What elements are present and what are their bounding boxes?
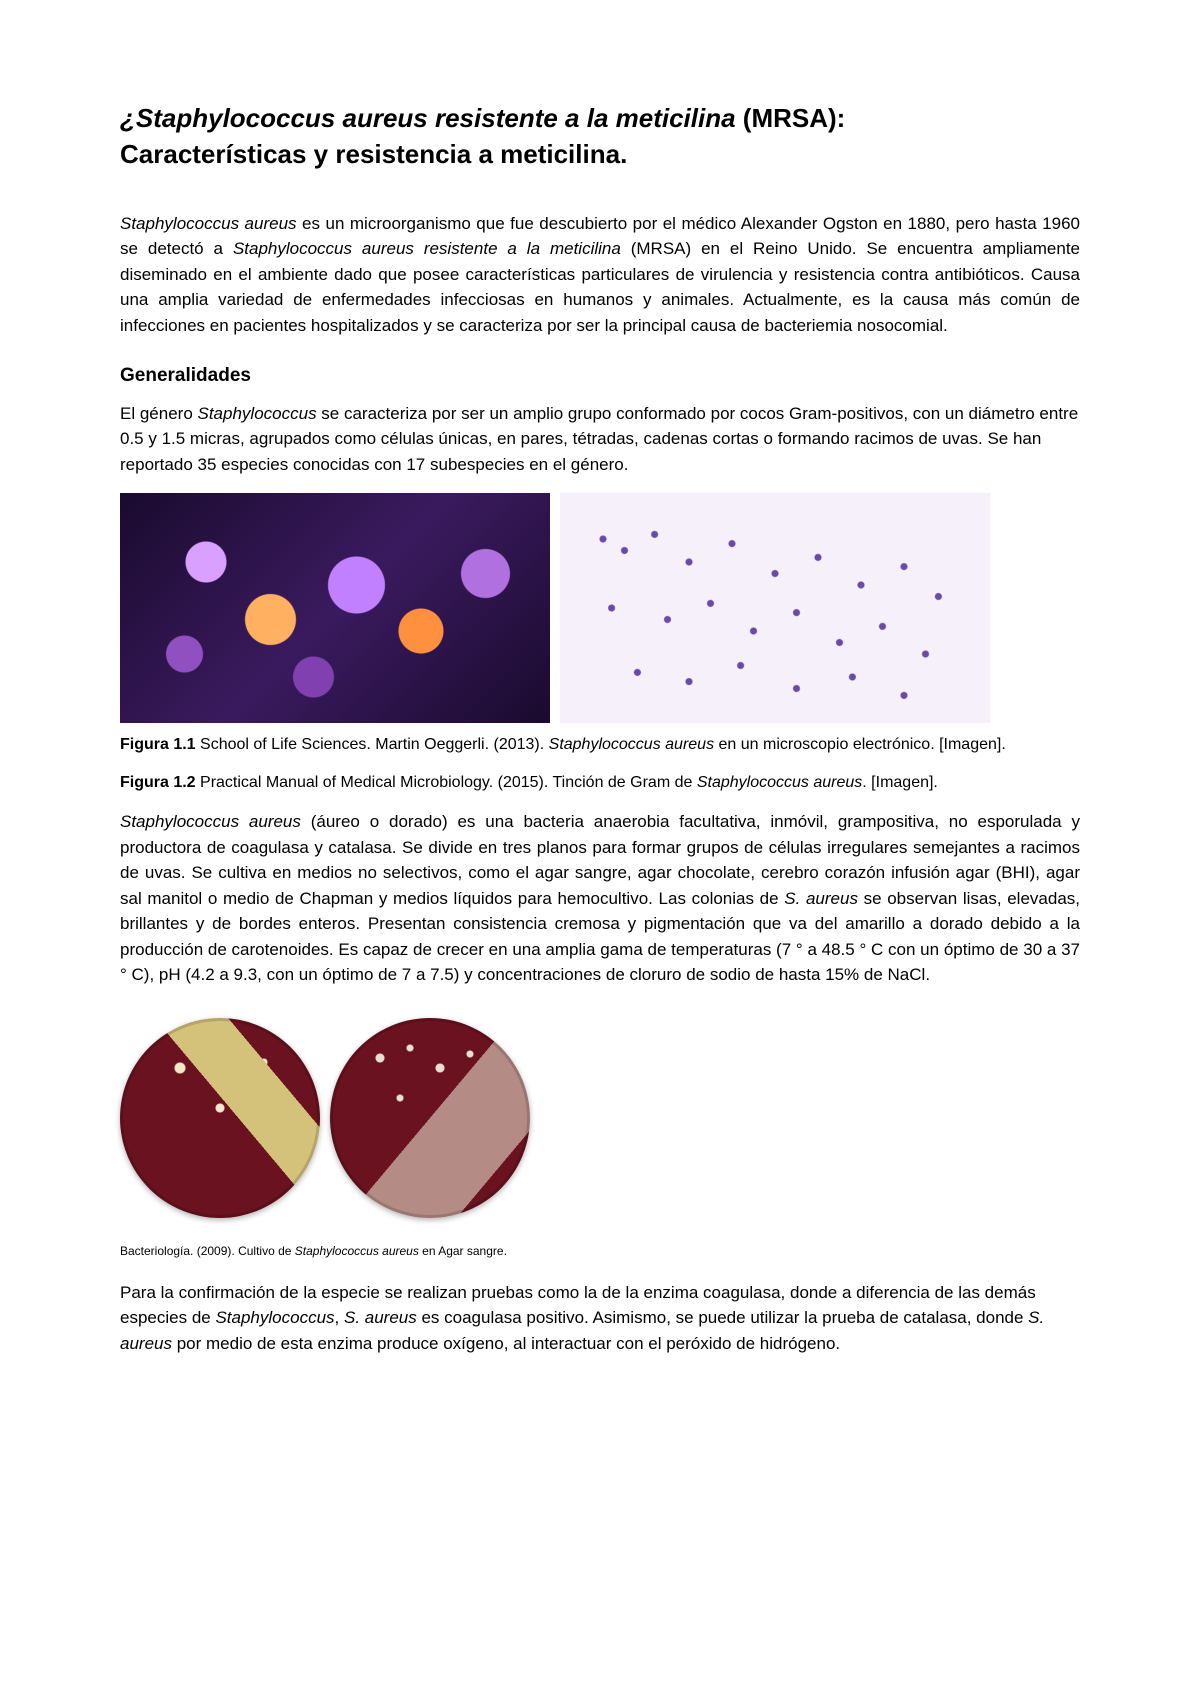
figure-1-1-caption: Figura 1.1 School of Life Sciences. Mart… bbox=[120, 733, 1080, 757]
intro-term1: Staphylococcus aureus bbox=[120, 214, 297, 233]
page-title: ¿Staphylococcus aureus resistente a la m… bbox=[120, 100, 1080, 173]
agar-dish-left bbox=[120, 1018, 320, 1218]
generalidades-p1: El género Staphylococcus se caracteriza … bbox=[120, 401, 1080, 478]
agar-figure bbox=[120, 1018, 1080, 1218]
generalidades-p2: Staphylococcus aureus (áureo o dorado) e… bbox=[120, 809, 1080, 988]
title-italic-part: ¿Staphylococcus aureus resistente a la m… bbox=[120, 103, 736, 133]
figure-sem-image bbox=[120, 493, 550, 723]
title-bold-part2: Características y resistencia a meticili… bbox=[120, 139, 627, 169]
intro-paragraph: Staphylococcus aureus es un microorganis… bbox=[120, 211, 1080, 339]
title-bold-part1: (MRSA): bbox=[736, 103, 846, 133]
final-paragraph: Para la confirmación de la especie se re… bbox=[120, 1280, 1080, 1357]
figure-1-2-caption: Figura 1.2 Practical Manual of Medical M… bbox=[120, 771, 1080, 795]
intro-term2: Staphylococcus aureus resistente a la me… bbox=[233, 239, 621, 258]
figure-row-1 bbox=[120, 493, 1080, 723]
section-heading-generalidades: Generalidades bbox=[120, 362, 1080, 391]
agar-dish-right bbox=[330, 1018, 530, 1218]
figure-gram-image bbox=[560, 493, 990, 723]
agar-caption: Bacteriología. (2009). Cultivo de Staphy… bbox=[120, 1242, 1080, 1260]
